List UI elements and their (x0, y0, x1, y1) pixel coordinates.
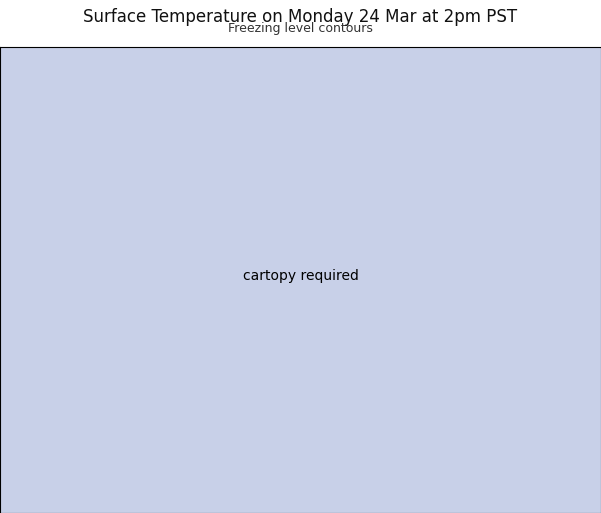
Text: Freezing level contours: Freezing level contours (228, 22, 373, 34)
Text: cartopy required: cartopy required (243, 269, 358, 283)
Text: Surface Temperature on Monday 24 Mar at 2pm PST: Surface Temperature on Monday 24 Mar at … (84, 8, 517, 26)
